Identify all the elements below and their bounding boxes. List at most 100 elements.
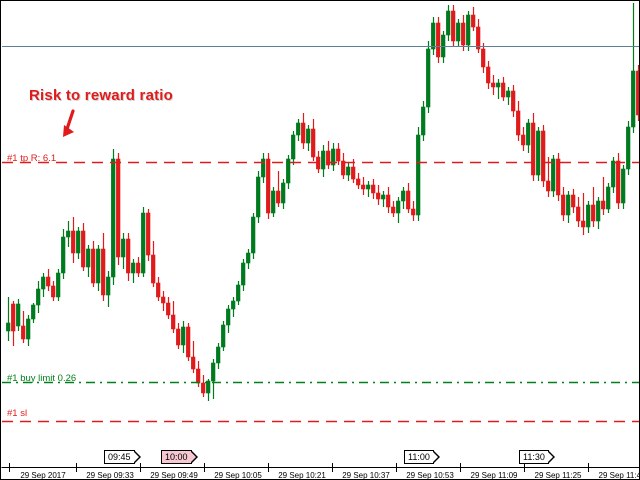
candle-body	[321, 150, 326, 170]
candle-body	[311, 128, 316, 158]
candle-body	[226, 308, 231, 326]
candle-body	[596, 200, 601, 222]
candle-body	[241, 262, 246, 286]
candle-body	[416, 134, 421, 216]
candle-body	[86, 248, 91, 268]
candle-body	[176, 328, 181, 346]
candle-body	[131, 262, 136, 274]
time-marker-badge[interactable]: 11:00	[404, 450, 440, 464]
candle-body	[401, 190, 406, 202]
candle-body	[251, 216, 256, 254]
candle-body	[461, 22, 466, 46]
candle-body	[386, 194, 391, 208]
candle-body	[631, 70, 636, 128]
candle-body	[21, 325, 26, 340]
time-marker-label: 11:30	[523, 452, 545, 462]
candle-body	[356, 178, 361, 186]
axis-layer	[1, 463, 639, 472]
candle-body	[166, 302, 171, 316]
candle-body	[236, 284, 241, 302]
x-axis-tick-label: 29 Sep 09:33	[86, 471, 134, 480]
candle-body	[146, 212, 151, 256]
badge-pointer	[432, 450, 440, 464]
candle-body	[91, 248, 96, 284]
candle-body	[196, 368, 201, 384]
candle-body	[471, 14, 476, 28]
candle-body	[431, 22, 436, 50]
candle-body	[451, 10, 456, 42]
candle-body	[421, 106, 426, 136]
candle-body	[376, 192, 381, 200]
time-marker-badge[interactable]: 11:30	[519, 450, 555, 464]
time-marker-badge[interactable]: 09:45	[104, 450, 141, 464]
candle-body	[516, 110, 521, 136]
candle-body	[551, 158, 556, 192]
candle-body	[296, 122, 301, 136]
candle-body	[606, 186, 611, 210]
badge-pointer	[133, 450, 141, 464]
candle-body	[436, 22, 441, 58]
badge-pointer	[547, 450, 555, 464]
time-marker-label: 09:45	[108, 452, 131, 462]
candle-body	[581, 220, 586, 228]
candle-body	[391, 206, 396, 214]
candle-body	[191, 356, 196, 370]
candle-body	[566, 194, 571, 216]
candle-body	[341, 160, 346, 176]
candle-body	[56, 272, 61, 298]
candle-body	[81, 230, 86, 268]
candle-body	[301, 122, 306, 144]
candle-body	[136, 262, 141, 274]
price-levels-layer	[2, 46, 639, 423]
candle-body	[111, 158, 116, 278]
candle-body	[456, 22, 461, 42]
candle-body	[121, 238, 126, 258]
candle-body	[71, 230, 76, 254]
candle-body	[101, 248, 106, 296]
candle-body	[361, 184, 366, 190]
candle-body	[126, 238, 131, 274]
candle-body	[511, 90, 516, 112]
candle-body	[186, 326, 191, 358]
candle-body	[506, 90, 511, 98]
take-profit-label: #1 tp R: 6.1	[7, 153, 57, 164]
candle-body	[546, 180, 551, 192]
x-axis-tick-label: 29 Sep 11:25	[534, 471, 582, 480]
candle-body	[306, 128, 311, 144]
candles-layer	[6, 3, 639, 401]
candle-body	[221, 324, 226, 348]
stop-loss-label: #1 sl	[7, 408, 28, 419]
x-axis-tick-label: 29 Sep 10:21	[278, 471, 326, 480]
x-axis-tick-label: 29 Sep 10:05	[214, 471, 262, 480]
candle-body	[446, 10, 451, 36]
x-axis-tick-label: 29 Sep 11:09	[470, 471, 518, 480]
candle-body	[156, 282, 161, 298]
candle-body	[141, 212, 146, 274]
candle-body	[206, 380, 211, 394]
candle-body	[66, 230, 71, 238]
candle-body	[621, 168, 626, 204]
candle-body	[271, 190, 276, 214]
candle-body	[261, 158, 266, 178]
candle-body	[371, 184, 376, 194]
candle-body	[626, 126, 631, 170]
candle-body	[531, 122, 536, 176]
time-marker-label: 10:00	[165, 452, 188, 462]
candle-body	[116, 158, 121, 258]
candle-body	[491, 82, 496, 88]
candle-body	[346, 166, 351, 176]
candle-body	[476, 26, 481, 50]
candle-body	[11, 303, 16, 332]
candle-body	[161, 296, 166, 304]
candle-body	[336, 148, 341, 162]
candle-body	[611, 160, 616, 188]
candle-body	[106, 276, 111, 296]
candle-body	[6, 322, 11, 332]
time-marker-badge[interactable]: 10:00	[161, 450, 198, 464]
candle-body	[216, 346, 221, 364]
arrow-head	[63, 125, 74, 137]
candle-body	[521, 134, 526, 146]
buy-limit-label: #1 buy limit 0.26	[7, 373, 77, 384]
